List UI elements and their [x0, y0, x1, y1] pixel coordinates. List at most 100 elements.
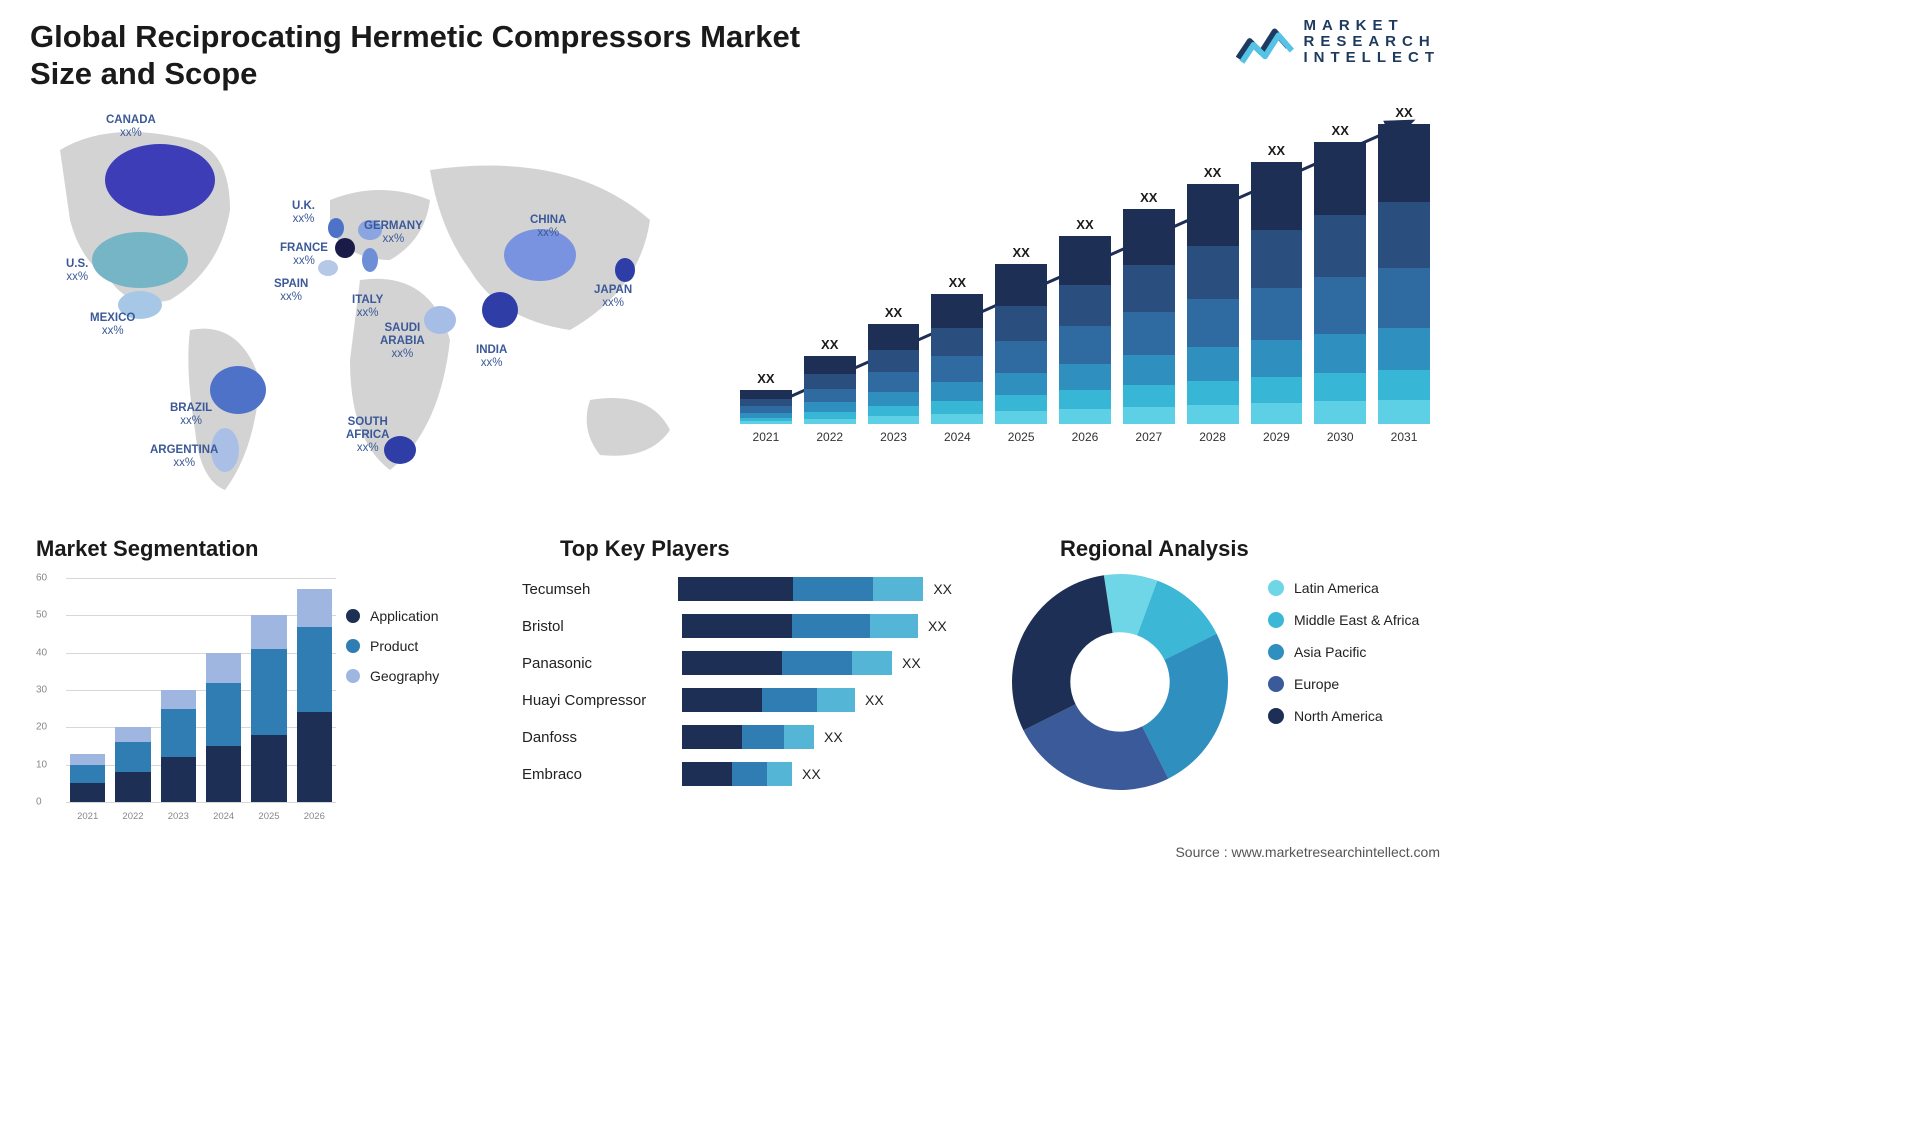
legend-dot-icon [1268, 708, 1284, 724]
source-text: Source : www.marketresearchintellect.com [1175, 844, 1440, 860]
map-label-france: FRANCExx% [280, 242, 328, 268]
seg-bar-2021 [70, 754, 105, 803]
kp-bar [682, 725, 814, 749]
main-bar-2021: XX2021 [740, 371, 792, 444]
main-bar-year-label: 2025 [1008, 430, 1035, 444]
kp-name: Danfoss [522, 729, 682, 746]
seg-y-tick: 0 [36, 797, 42, 808]
map-label-china: CHINAxx% [530, 214, 566, 240]
main-bar-tag: XX [1076, 217, 1093, 232]
donut-legend-item: Middle East & Africa [1268, 612, 1419, 628]
legend-dot-icon [1268, 580, 1284, 596]
map-label-india: INDIAxx% [476, 344, 507, 370]
kp-row: Huayi Compressor XX [522, 686, 952, 714]
map-label-brazil: BRAZILxx% [170, 402, 212, 428]
legend-dot-icon [346, 639, 360, 653]
seg-legend-item: Application [346, 608, 439, 624]
main-bar-2022: XX2022 [804, 337, 856, 444]
kp-bar [682, 762, 792, 786]
map-label-saudi_arabia: SAUDIARABIAxx% [380, 322, 425, 362]
segmentation-title: Market Segmentation [36, 536, 259, 562]
regional-legend: Latin AmericaMiddle East & AfricaAsia Pa… [1268, 580, 1419, 740]
donut-slice [1012, 575, 1113, 730]
main-bar-tag: XX [1204, 165, 1221, 180]
kp-name: Bristol [522, 618, 682, 635]
kp-name: Tecumseh [522, 581, 678, 598]
donut-legend-item: Europe [1268, 676, 1419, 692]
regional-title: Regional Analysis [1060, 536, 1249, 562]
logo-text-2: RESEARCH [1304, 34, 1441, 50]
key-players-title: Top Key Players [560, 536, 730, 562]
seg-y-tick: 30 [36, 685, 47, 696]
donut-legend-item: Asia Pacific [1268, 644, 1419, 660]
main-bar-2026: XX 2026 [1059, 217, 1111, 444]
legend-dot-icon [1268, 676, 1284, 692]
seg-y-tick: 50 [36, 610, 47, 621]
kp-value: XX [865, 692, 884, 708]
kp-bar [682, 651, 892, 675]
main-bar-2030: XX 2030 [1314, 123, 1366, 444]
seg-y-tick: 10 [36, 759, 47, 770]
kp-value: XX [802, 766, 821, 782]
main-bar-2024: XX 2024 [931, 275, 983, 444]
main-bar-tag: XX [949, 275, 966, 290]
kp-value: XX [933, 581, 952, 597]
main-bar-year-label: 2028 [1199, 430, 1226, 444]
brand-logo: MARKET RESEARCH INTELLECT [1236, 18, 1441, 66]
map-label-uk: U.K.xx% [292, 200, 315, 226]
main-bar-year-label: 2021 [753, 430, 780, 444]
main-bar-year-label: 2029 [1263, 430, 1290, 444]
main-bar-year-label: 2030 [1327, 430, 1354, 444]
seg-x-label: 2026 [297, 811, 332, 822]
main-bar-year-label: 2026 [1072, 430, 1099, 444]
main-bar-year-label: 2031 [1391, 430, 1418, 444]
main-bar-year-label: 2023 [880, 430, 907, 444]
seg-bar-2026 [297, 589, 332, 802]
kp-bar [678, 577, 923, 601]
logo-text-1: MARKET [1304, 18, 1441, 34]
seg-y-tick: 60 [36, 573, 47, 584]
kp-row: Bristol XX [522, 612, 952, 640]
kp-value: XX [824, 729, 843, 745]
main-bar-tag: XX [1012, 245, 1029, 260]
main-bar-year-label: 2027 [1135, 430, 1162, 444]
kp-bar [682, 688, 855, 712]
key-players-chart: TecumsehXXBristolXXPanasonicXXHuayi Comp… [522, 575, 952, 835]
world-map: CANADAxx%U.S.xx%MEXICOxx%BRAZILxx%ARGENT… [30, 110, 700, 510]
kp-row: EmbracoXX [522, 760, 952, 788]
seg-bar-2023 [161, 690, 196, 802]
segmentation-legend: ApplicationProductGeography [346, 608, 439, 698]
kp-value: XX [928, 618, 947, 634]
main-bar-2025: XX 2025 [995, 245, 1047, 444]
seg-bar-2022 [115, 727, 150, 802]
main-bar-year-label: 2024 [944, 430, 971, 444]
kp-row: Tecumseh XX [522, 575, 952, 603]
seg-y-tick: 40 [36, 647, 47, 658]
seg-x-label: 2022 [115, 811, 150, 822]
donut-legend-item: North America [1268, 708, 1419, 724]
kp-row: Danfoss XX [522, 723, 952, 751]
regional-donut-chart [1000, 562, 1260, 822]
seg-x-label: 2023 [161, 811, 196, 822]
map-label-mexico: MEXICOxx% [90, 312, 135, 338]
main-bar-2028: XX 2028 [1187, 165, 1239, 444]
main-bar-2029: XX2029 [1251, 143, 1303, 444]
legend-dot-icon [346, 609, 360, 623]
main-bar-tag: XX [1140, 190, 1157, 205]
main-bar-tag: XX [1395, 105, 1412, 120]
main-bar-2031: XX 2031 [1378, 105, 1430, 444]
page-title: Global Reciprocating Hermetic Compressor… [30, 18, 830, 92]
seg-bar-2025 [251, 615, 286, 802]
logo-text-3: INTELLECT [1304, 50, 1441, 66]
main-bar-2027: XX 2027 [1123, 190, 1175, 444]
map-label-us: U.S.xx% [66, 258, 88, 284]
map-label-japan: JAPANxx% [594, 284, 632, 310]
seg-legend-item: Geography [346, 668, 439, 684]
kp-name: Huayi Compressor [522, 692, 682, 709]
main-bar-tag: XX [821, 337, 838, 352]
map-label-canada: CANADAxx% [106, 114, 156, 140]
map-label-italy: ITALYxx% [352, 294, 383, 320]
seg-x-label: 2024 [206, 811, 241, 822]
main-bar-tag: XX [1332, 123, 1349, 138]
main-growth-chart: XX2021XX2022XX2023XX2024XX2025XX2026XX20… [740, 100, 1430, 470]
